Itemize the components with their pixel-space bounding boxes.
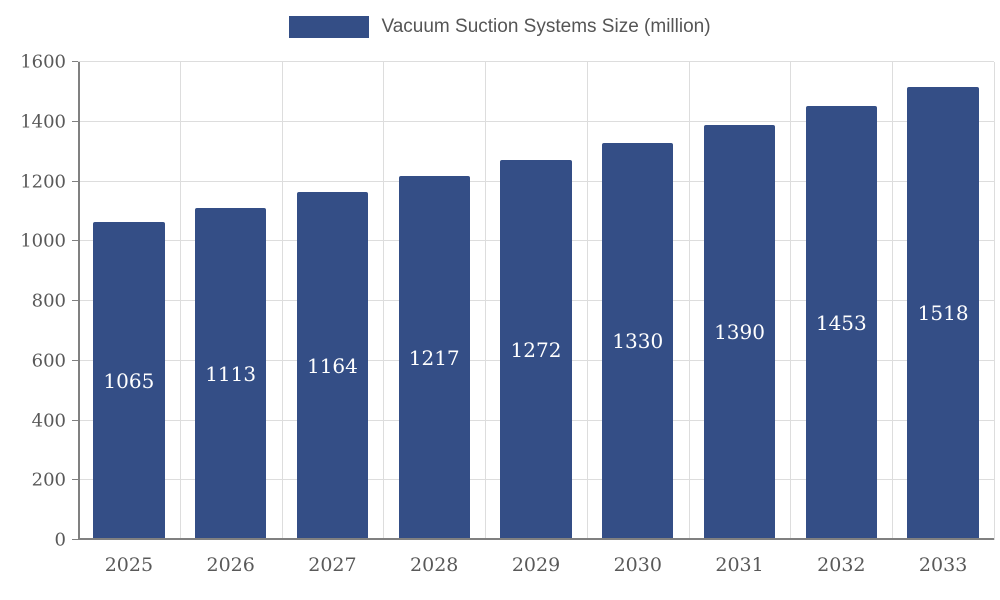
y-tick-label: 1400 [20, 111, 66, 133]
y-tick-label: 0 [54, 529, 66, 551]
bar-2032[interactable]: 1453 [805, 105, 877, 540]
vertical-gridline [586, 62, 588, 540]
y-tick-label: 400 [31, 410, 66, 431]
vertical-gridline [485, 62, 487, 540]
y-tick-label: 1200 [20, 171, 66, 192]
bar-2029[interactable]: 1272 [500, 160, 572, 540]
vertical-gridline [383, 62, 385, 540]
vertical-gridline [281, 62, 283, 540]
y-tick-mark [72, 120, 78, 122]
legend-label: Vacuum Suction Systems Size (million) [381, 16, 711, 37]
x-tick-label: 2033 [918, 554, 968, 576]
bar-value-label: 1113 [205, 361, 257, 386]
chart-legend[interactable]: Vacuum Suction Systems Size (million) [0, 16, 1000, 38]
bar-value-label: 1217 [408, 346, 460, 371]
bar-value-label: 1164 [306, 354, 358, 379]
plot-area: 0 200 400 600 800 1000 1200 1400 1600 1065 2025 111… [20, 52, 995, 576]
bar-2027[interactable]: 1164 [296, 192, 369, 540]
bar-2030[interactable]: 1330 [602, 142, 674, 540]
y-tick-mark [72, 359, 78, 361]
legend-swatch [289, 16, 370, 38]
bar-2028[interactable]: 1217 [398, 176, 470, 540]
bar-value-label: 1272 [510, 338, 562, 362]
y-tick-mark [72, 419, 78, 421]
x-tick-label: 2031 [715, 554, 764, 576]
y-tick-label: 800 [31, 290, 66, 312]
x-axis-line [78, 538, 994, 540]
x-tick-label: 2027 [308, 554, 357, 576]
bar-2025[interactable]: 1065 [93, 221, 165, 540]
y-tick-label: 200 [31, 469, 66, 491]
y-tick-label: 1000 [20, 230, 66, 252]
bar-value-label: 1065 [103, 368, 155, 393]
y-tick-label: 600 [31, 350, 66, 372]
x-tick-label: 2028 [410, 554, 459, 576]
x-tick-label: 2029 [511, 554, 561, 576]
bar-value-label: 1453 [815, 310, 867, 335]
y-tick-mark [72, 300, 78, 301]
y-tick-label: 1600 [20, 51, 66, 73]
horizontal-gridline [78, 61, 994, 62]
horizontal-gridline [78, 120, 994, 122]
bar-2033[interactable]: 1518 [907, 86, 979, 540]
y-axis-line [78, 62, 80, 540]
x-tick-label: 2026 [206, 554, 255, 576]
y-tick-mark [72, 240, 78, 242]
x-tick-label: 2032 [817, 554, 866, 576]
y-tick-mark [72, 539, 78, 540]
bar-2026[interactable]: 1113 [195, 207, 267, 540]
y-tick-mark [72, 61, 78, 62]
bar-value-label: 1518 [917, 301, 969, 326]
bar-value-label: 1330 [612, 329, 664, 354]
vertical-gridline [892, 62, 894, 540]
vertical-gridline [179, 62, 181, 540]
vertical-gridline [688, 62, 690, 540]
vertical-gridline [994, 62, 995, 540]
y-tick-mark [72, 479, 78, 481]
bar-value-label: 1390 [714, 320, 765, 345]
x-tick-label: 2025 [104, 554, 154, 576]
vertical-gridline [790, 62, 792, 540]
x-tick-label: 2030 [613, 554, 662, 576]
y-tick-mark [72, 180, 78, 182]
bar-2031[interactable]: 1390 [703, 124, 776, 540]
